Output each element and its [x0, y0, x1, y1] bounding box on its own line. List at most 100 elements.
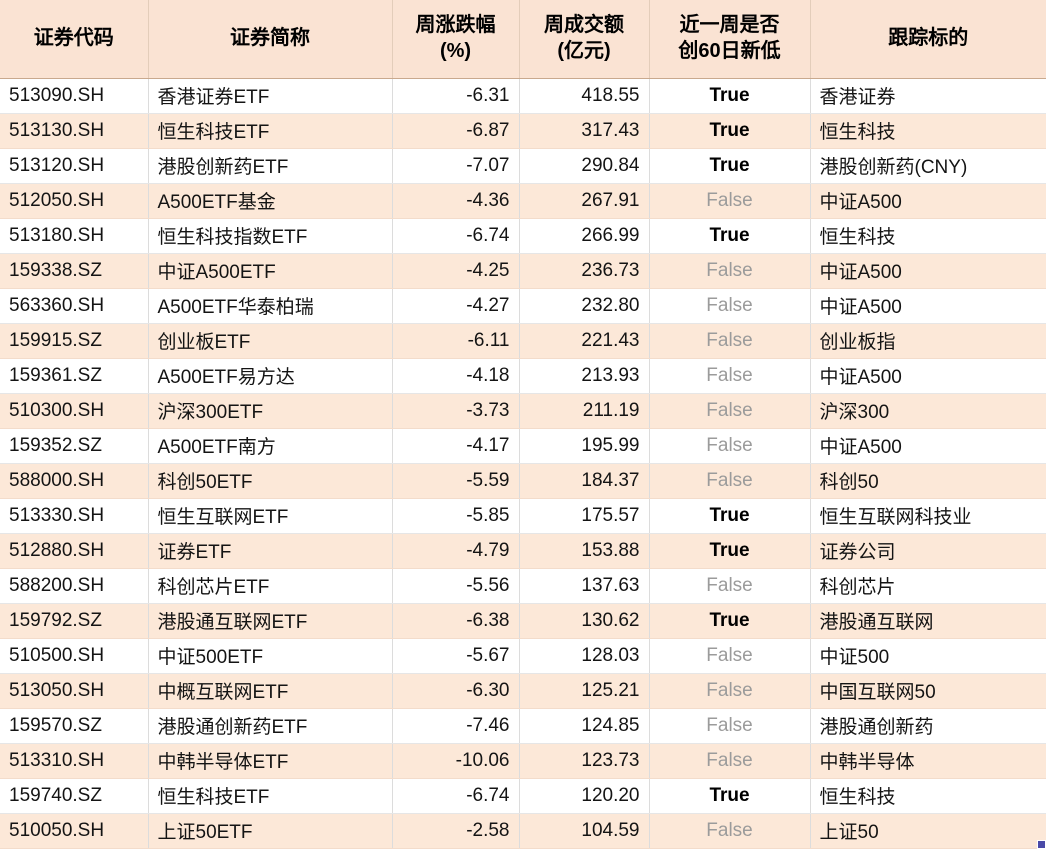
column-header-weekly-turnover[interactable]: 周成交额 (亿元) — [518, 0, 649, 79]
cell-security-code: 513330.SH — [0, 498, 148, 534]
column-header-tracked-index[interactable]: 跟踪标的 — [809, 0, 1046, 79]
status-badge: False — [706, 469, 753, 491]
cell-security-name: 证券ETF — [147, 533, 392, 569]
cell-sixty-day-low: False — [648, 673, 810, 709]
cell-weekly-change: -4.25 — [391, 253, 519, 289]
cell-tracked-index: 科创芯片 — [809, 568, 1046, 604]
cell-tracked-index: 中证A500 — [809, 253, 1046, 289]
table-row[interactable]: 159570.SZ 港股通创新药ETF -7.46 124.85 False 港股通创新药 — [0, 708, 1046, 744]
cell-security-name: 恒生科技ETF — [147, 778, 392, 814]
cell-security-name: 中韩半导体ETF — [147, 743, 392, 779]
cell-sixty-day-low: False — [648, 568, 810, 604]
cell-weekly-change: -5.56 — [391, 568, 519, 604]
table-header: 证券代码 证券简称 周涨跌幅 (%) 周成交额 (亿元) 近一周是否 创60日新… — [0, 0, 1046, 79]
cell-sixty-day-low: True — [648, 498, 810, 534]
weekly-change-label-line2: (%) — [439, 39, 472, 62]
status-badge: False — [706, 294, 753, 316]
cell-tracked-index: 香港证券 — [809, 78, 1046, 114]
cell-weekly-turnover: 120.20 — [518, 778, 649, 814]
cell-tracked-index: 中证A500 — [809, 288, 1046, 324]
cell-security-code: 513130.SH — [0, 113, 148, 149]
table-row[interactable]: 513090.SH 香港证券ETF -6.31 418.55 True 香港证券 — [0, 78, 1046, 114]
table-row[interactable]: 512880.SH 证券ETF -4.79 153.88 True 证券公司 — [0, 533, 1046, 569]
table-row[interactable]: 159338.SZ 中证A500ETF -4.25 236.73 False 中证A500 — [0, 253, 1046, 289]
table-row[interactable]: 510050.SH 上证50ETF -2.58 104.59 False 上证50 — [0, 813, 1046, 849]
cell-weekly-change: -10.06 — [391, 743, 519, 779]
cell-security-code: 159570.SZ — [0, 708, 148, 744]
table-row[interactable]: 588200.SH 科创芯片ETF -5.56 137.63 False 科创芯片 — [0, 568, 1046, 604]
status-badge: False — [706, 364, 753, 386]
cell-sixty-day-low: True — [648, 113, 810, 149]
cell-security-code: 563360.SH — [0, 288, 148, 324]
weekly-turnover-label-line1: 周成交额 — [544, 14, 624, 37]
table-row[interactable]: 513310.SH 中韩半导体ETF -10.06 123.73 False 中韩半导体 — [0, 743, 1046, 779]
cell-tracked-index: 中证A500 — [809, 428, 1046, 464]
cell-security-code: 513050.SH — [0, 673, 148, 709]
table-row[interactable]: 159915.SZ 创业板ETF -6.11 221.43 False 创业板指 — [0, 323, 1046, 359]
table-row[interactable]: 159740.SZ 恒生科技ETF -6.74 120.20 True 恒生科技 — [0, 778, 1046, 814]
table-row[interactable]: 513050.SH 中概互联网ETF -6.30 125.21 False 中国互联网50 — [0, 673, 1046, 709]
column-header-weekly-change[interactable]: 周涨跌幅 (%) — [391, 0, 519, 79]
table-row[interactable]: 510300.SH 沪深300ETF -3.73 211.19 False 沪深300 — [0, 393, 1046, 429]
cell-weekly-change: -4.18 — [391, 358, 519, 394]
cell-weekly-change: -6.31 — [391, 78, 519, 114]
column-header-sixty-day-low[interactable]: 近一周是否 创60日新低 — [648, 0, 810, 79]
cell-tracked-index: 恒生互联网科技业 — [809, 498, 1046, 534]
table-row[interactable]: 159792.SZ 港股通互联网ETF -6.38 130.62 True 港股通互联网 — [0, 603, 1046, 639]
table-row[interactable]: 512050.SH A500ETF基金 -4.36 267.91 False 中证A500 — [0, 183, 1046, 219]
cell-weekly-change: -6.11 — [391, 323, 519, 359]
cell-weekly-turnover: 267.91 — [518, 183, 649, 219]
status-badge: False — [706, 679, 753, 701]
cell-tracked-index: 港股通互联网 — [809, 603, 1046, 639]
cell-security-code: 513310.SH — [0, 743, 148, 779]
cell-security-name: 港股创新药ETF — [147, 148, 392, 184]
table-row[interactable]: 563360.SH A500ETF华泰柏瑞 -4.27 232.80 False 中证A5… — [0, 288, 1046, 324]
status-badge: False — [706, 399, 753, 421]
table-row[interactable]: 513120.SH 港股创新药ETF -7.07 290.84 True 港股创新药(CN… — [0, 148, 1046, 184]
cell-sixty-day-low: True — [648, 603, 810, 639]
status-badge: False — [706, 819, 753, 841]
sixty-day-low-label-line2: 创60日新低 — [678, 39, 781, 62]
cell-weekly-turnover: 418.55 — [518, 78, 649, 114]
table-row[interactable]: 513180.SH 恒生科技指数ETF -6.74 266.99 True 恒生科技 — [0, 218, 1046, 254]
cell-security-name: 上证50ETF — [147, 813, 392, 849]
table-row[interactable]: 513330.SH 恒生互联网ETF -5.85 175.57 True 恒生互联网科技业 — [0, 498, 1046, 534]
cell-weekly-turnover: 266.99 — [518, 218, 649, 254]
status-badge: True — [709, 224, 750, 246]
column-header-security-code[interactable]: 证券代码 — [0, 0, 148, 79]
table-row[interactable]: 513130.SH 恒生科技ETF -6.87 317.43 True 恒生科技 — [0, 113, 1046, 149]
status-badge: True — [709, 119, 750, 141]
cell-weekly-turnover: 104.59 — [518, 813, 649, 849]
selection-handle[interactable] — [1037, 839, 1046, 849]
cell-weekly-turnover: 137.63 — [518, 568, 649, 604]
cell-tracked-index: 证券公司 — [809, 533, 1046, 569]
cell-security-name: 中概互联网ETF — [147, 673, 392, 709]
cell-weekly-turnover: 213.93 — [518, 358, 649, 394]
cell-security-name: 恒生科技指数ETF — [147, 218, 392, 254]
cell-weekly-change: -6.74 — [391, 218, 519, 254]
cell-security-name: 中证500ETF — [147, 638, 392, 674]
cell-weekly-turnover: 130.62 — [518, 603, 649, 639]
cell-security-code: 513090.SH — [0, 78, 148, 114]
cell-sixty-day-low: True — [648, 148, 810, 184]
cell-security-code: 510500.SH — [0, 638, 148, 674]
cell-tracked-index: 沪深300 — [809, 393, 1046, 429]
table-row[interactable]: 159352.SZ A500ETF南方 -4.17 195.99 False 中证A500 — [0, 428, 1046, 464]
column-header-security-name[interactable]: 证券简称 — [147, 0, 392, 79]
cell-tracked-index: 恒生科技 — [809, 778, 1046, 814]
table-row[interactable]: 588000.SH 科创50ETF -5.59 184.37 False 科创50 — [0, 463, 1046, 499]
cell-security-name: A500ETF易方达 — [147, 358, 392, 394]
table-row[interactable]: 510500.SH 中证500ETF -5.67 128.03 False 中证500 — [0, 638, 1046, 674]
table-row[interactable]: 159361.SZ A500ETF易方达 -4.18 213.93 False 中证A50… — [0, 358, 1046, 394]
cell-tracked-index: 港股创新药(CNY) — [809, 148, 1046, 184]
cell-security-code: 510300.SH — [0, 393, 148, 429]
cell-weekly-change: -6.38 — [391, 603, 519, 639]
cell-weekly-turnover: 184.37 — [518, 463, 649, 499]
cell-weekly-turnover: 124.85 — [518, 708, 649, 744]
cell-sixty-day-low: False — [648, 183, 810, 219]
cell-tracked-index: 中韩半导体 — [809, 743, 1046, 779]
cell-sixty-day-low: True — [648, 533, 810, 569]
cell-sixty-day-low: False — [648, 323, 810, 359]
cell-sixty-day-low: True — [648, 78, 810, 114]
